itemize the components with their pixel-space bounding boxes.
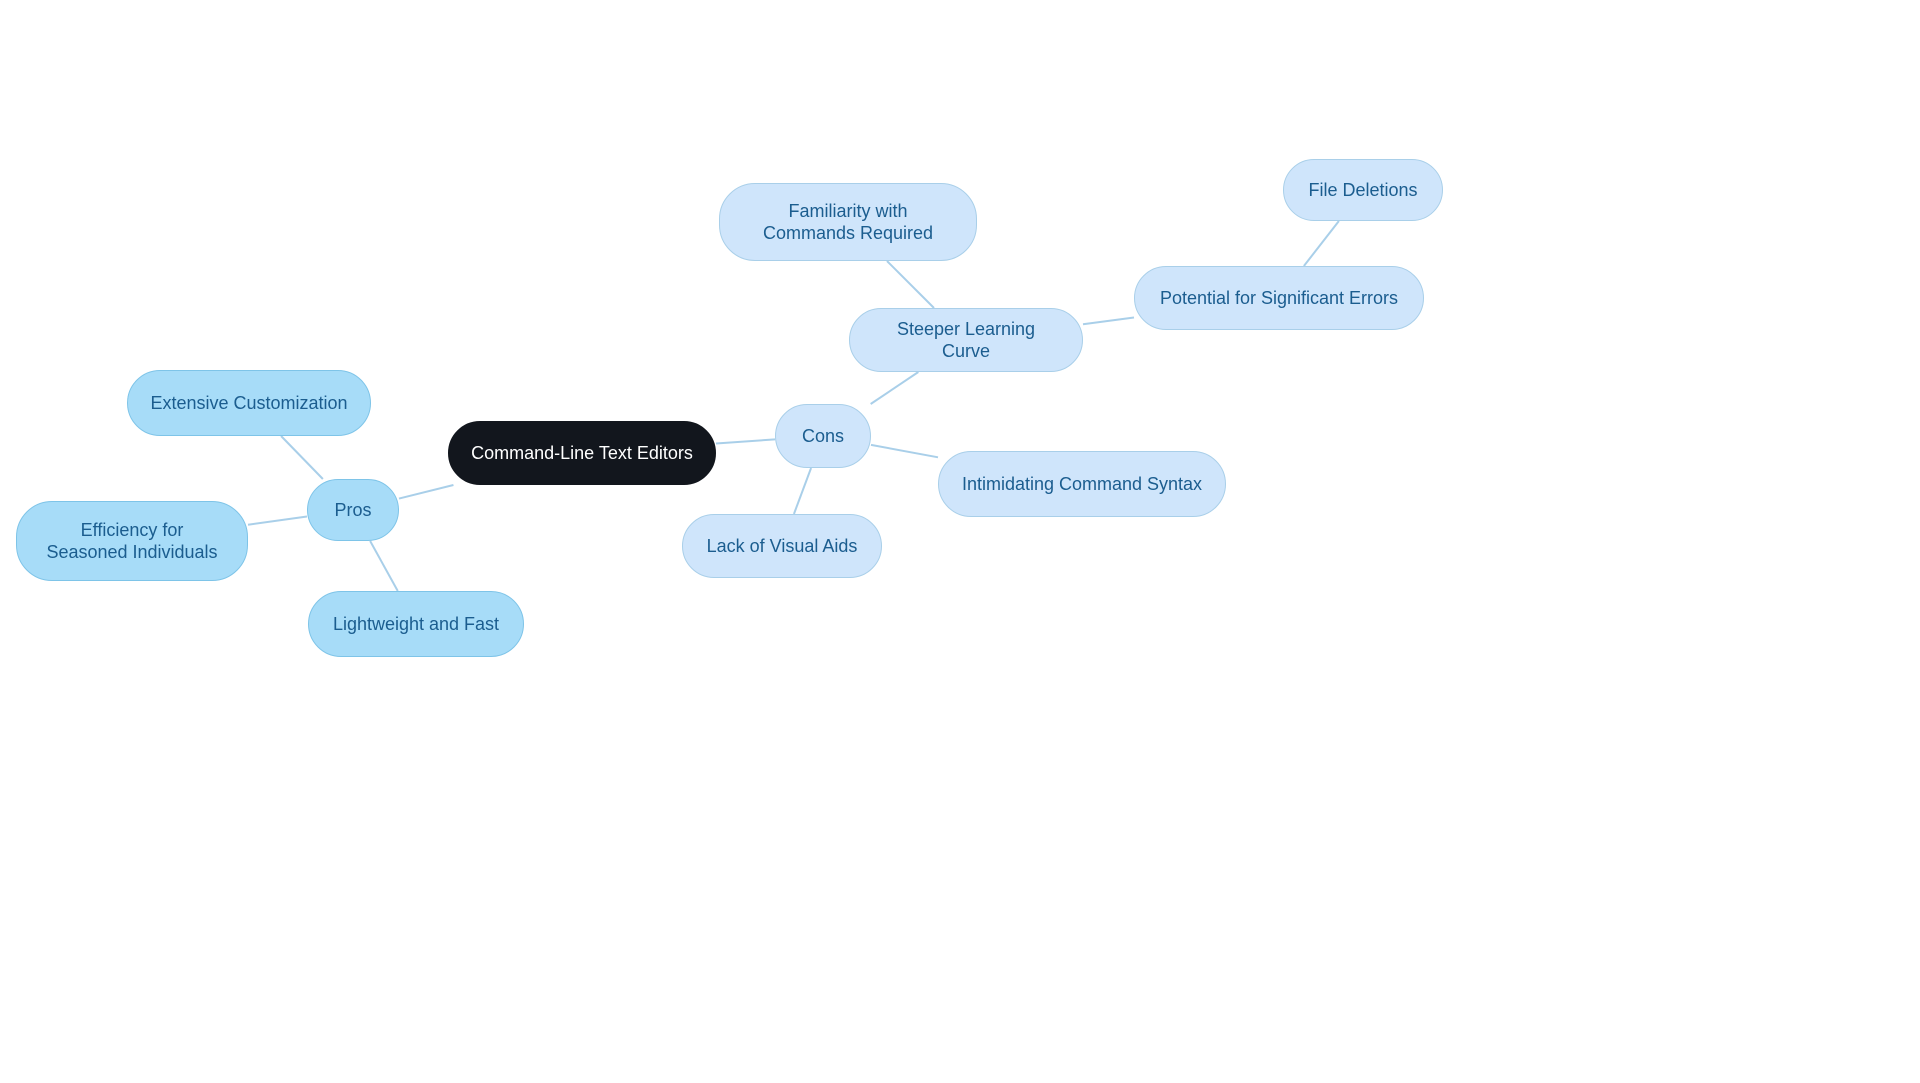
node-label: Efficiency for Seasoned Individuals	[39, 519, 225, 564]
node-label: Cons	[802, 425, 844, 448]
node-cons-syntax: Intimidating Command Syntax	[938, 451, 1226, 517]
node-label: Pros	[334, 499, 371, 522]
node-label: Extensive Customization	[150, 392, 347, 415]
edge-cons-learning-cons-errors	[1083, 317, 1134, 324]
node-label: File Deletions	[1308, 179, 1417, 202]
edge-root-pros	[399, 485, 453, 499]
edge-pros-pros-customization	[281, 436, 323, 479]
node-cons-visual: Lack of Visual Aids	[682, 514, 882, 578]
node-cons-errors: Potential for Significant Errors	[1134, 266, 1424, 330]
node-label: Potential for Significant Errors	[1160, 287, 1398, 310]
node-pros: Pros	[307, 479, 399, 541]
node-root: Command-Line Text Editors	[448, 421, 716, 485]
edge-layer	[0, 0, 1920, 1083]
edge-root-cons	[716, 439, 775, 443]
edge-pros-pros-lightweight	[370, 541, 398, 591]
node-label: Familiarity with Commands Required	[742, 200, 954, 245]
node-label: Intimidating Command Syntax	[962, 473, 1202, 496]
node-label: Steeper Learning Curve	[872, 318, 1060, 363]
edge-cons-learning-cons-familiarity	[887, 261, 934, 308]
node-cons-learning: Steeper Learning Curve	[849, 308, 1083, 372]
node-label: Command-Line Text Editors	[471, 442, 693, 465]
node-cons-familiarity: Familiarity with Commands Required	[719, 183, 977, 261]
node-pros-lightweight: Lightweight and Fast	[308, 591, 524, 657]
node-label: Lightweight and Fast	[333, 613, 499, 636]
node-pros-customization: Extensive Customization	[127, 370, 371, 436]
edge-pros-pros-efficiency	[248, 516, 307, 524]
edge-cons-cons-learning	[871, 372, 919, 404]
node-cons: Cons	[775, 404, 871, 468]
node-pros-efficiency: Efficiency for Seasoned Individuals	[16, 501, 248, 581]
node-cons-deletions: File Deletions	[1283, 159, 1443, 221]
node-label: Lack of Visual Aids	[707, 535, 858, 558]
edge-cons-errors-cons-deletions	[1304, 221, 1339, 266]
edge-cons-cons-visual	[794, 468, 811, 514]
edge-cons-cons-syntax	[871, 445, 938, 457]
